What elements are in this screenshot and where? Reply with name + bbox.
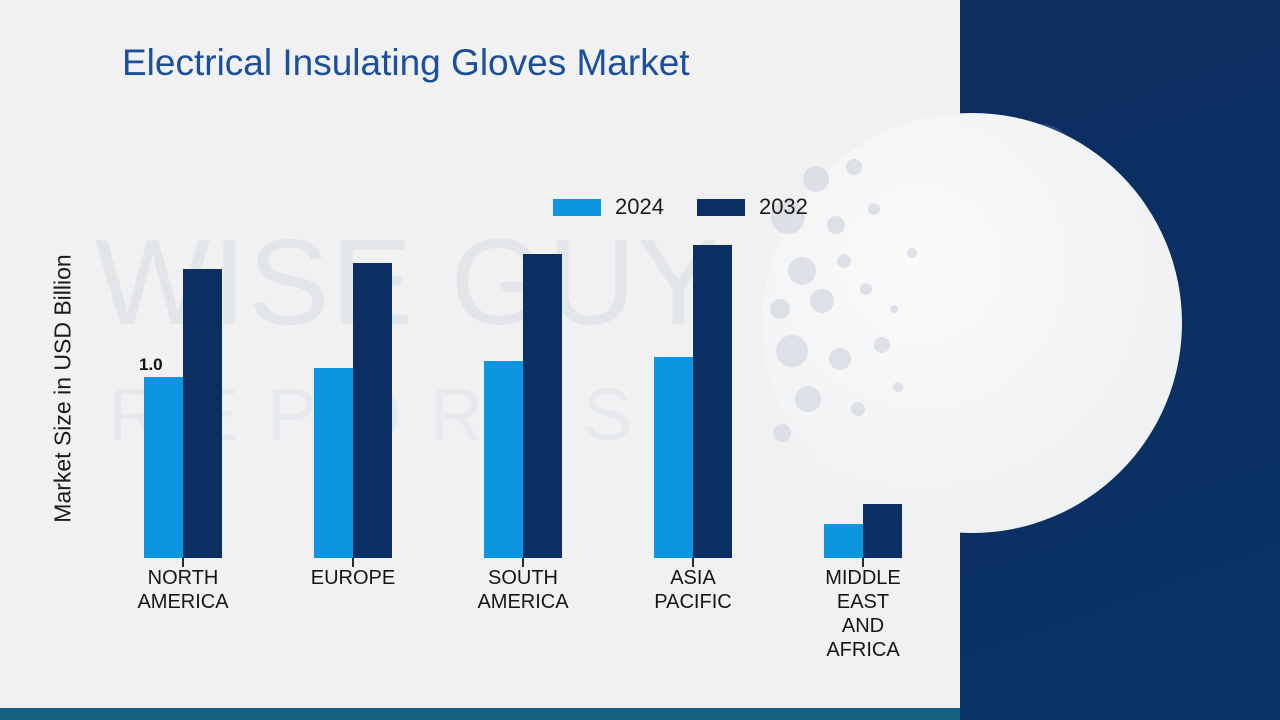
axis-tick [692, 558, 694, 567]
bar-2024 [824, 524, 863, 558]
axis-tick [862, 558, 864, 567]
bar-2032 [693, 245, 732, 558]
axis-tick [522, 558, 524, 567]
axis-tick [352, 558, 354, 567]
y-axis-label: Market Size in USD Billion [49, 254, 76, 523]
decorative-circle [762, 113, 1182, 533]
bar-chart: Market Size in USD Billion NORTH AMERICA… [49, 245, 902, 661]
page-title: Electrical Insulating Gloves Market [122, 42, 690, 83]
legend-item-2032[interactable]: 2032 [696, 194, 808, 220]
legend-item-2024[interactable]: 2024 [553, 194, 664, 220]
legend-label-2024: 2024 [615, 194, 664, 219]
chart-legend: 2024 2032 [553, 194, 808, 220]
axis-tick [182, 558, 184, 567]
x-axis-category-label: SOUTH AMERICA [477, 567, 569, 613]
bottom-accent-strip [0, 708, 960, 720]
legend-label-2032: 2032 [758, 194, 808, 219]
bar-2024 [144, 377, 183, 558]
bar-2024 [484, 361, 523, 558]
bar-2024 [314, 368, 353, 558]
legend-swatch-2032-icon [696, 198, 745, 216]
x-axis-category-label: MIDDLE EAST AND AFRICA [825, 567, 901, 661]
x-axis-category-label: EUROPE [310, 567, 396, 589]
bar-2024 [654, 357, 693, 558]
legend-swatch-2024-icon [553, 198, 601, 216]
data-value-label: 1.0 [139, 355, 163, 374]
x-axis-category-label: NORTH AMERICA [137, 567, 229, 613]
bar-2032 [863, 504, 902, 558]
bar-2032 [183, 269, 222, 558]
bar-2032 [523, 254, 562, 558]
x-axis-category-label: ASIA PACIFIC [654, 567, 732, 613]
bar-2032 [353, 263, 392, 558]
